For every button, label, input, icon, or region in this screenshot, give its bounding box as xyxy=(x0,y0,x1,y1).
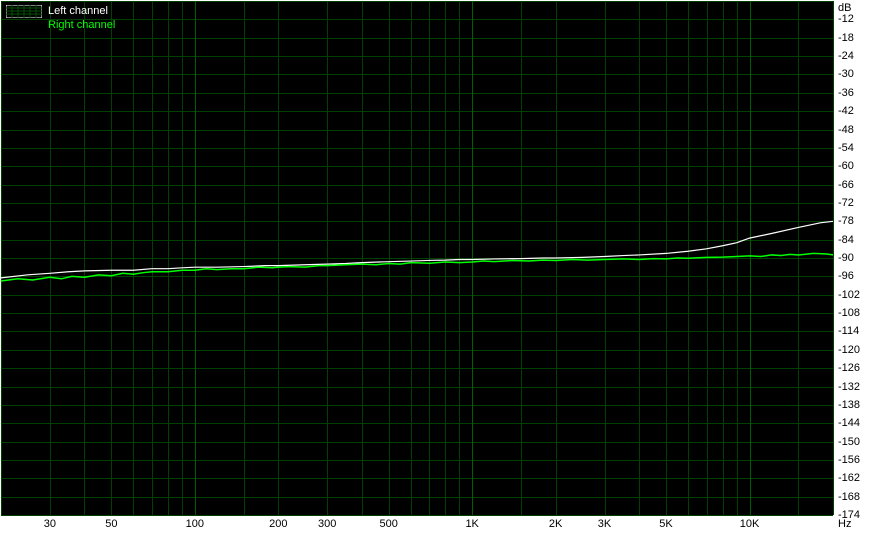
x-tick-label: 3K xyxy=(598,518,611,530)
frequency-response-chart: Left channel Right channel dB Hz -12-18-… xyxy=(0,0,877,538)
y-tick-label: -168 xyxy=(838,491,868,503)
y-tick-label: -24 xyxy=(838,50,868,62)
y-tick-label: -60 xyxy=(838,160,868,172)
y-tick-label: -90 xyxy=(838,252,868,264)
y-tick-label: -84 xyxy=(838,234,868,246)
x-tick-label: 2K xyxy=(549,518,562,530)
y-tick-label: -12 xyxy=(838,13,868,25)
legend: Left channel Right channel xyxy=(6,4,115,32)
y-tick-label: -42 xyxy=(838,105,868,117)
y-tick-label: -132 xyxy=(838,381,868,393)
y-tick-label: -96 xyxy=(838,270,868,282)
y-tick-label: -48 xyxy=(838,124,868,136)
legend-item-left: Left channel xyxy=(6,4,115,18)
series-line xyxy=(1,221,833,278)
chart-svg xyxy=(1,1,833,515)
legend-item-right: Right channel xyxy=(6,18,115,32)
x-tick-label: 30 xyxy=(44,518,56,530)
y-tick-label: -18 xyxy=(838,32,868,44)
series-line xyxy=(1,253,833,281)
y-tick-label: -120 xyxy=(838,344,868,356)
y-tick-label: -138 xyxy=(838,399,868,411)
legend-swatch-right xyxy=(6,19,42,32)
y-tick-label: -174 xyxy=(838,509,868,521)
y-tick-label: -156 xyxy=(838,454,868,466)
plot-area: Left channel Right channel xyxy=(1,1,833,515)
y-tick-label: -114 xyxy=(838,325,868,337)
y-tick-label: -108 xyxy=(838,307,868,319)
y-tick-label: -162 xyxy=(838,472,868,484)
y-tick-label: -30 xyxy=(838,68,868,80)
legend-label-right: Right channel xyxy=(48,19,115,31)
legend-swatch-left xyxy=(6,5,42,18)
y-tick-label: -144 xyxy=(838,417,868,429)
y-tick-label: -126 xyxy=(838,362,868,374)
x-tick-label: 10K xyxy=(740,518,760,530)
x-tick-label: 1K xyxy=(465,518,478,530)
y-tick-label: -102 xyxy=(838,289,868,301)
y-tick-label: -54 xyxy=(838,142,868,154)
x-tick-label: 200 xyxy=(269,518,287,530)
y-tick-label: -36 xyxy=(838,87,868,99)
x-tick-label: 300 xyxy=(318,518,336,530)
x-tick-label: 500 xyxy=(380,518,398,530)
y-tick-label: -78 xyxy=(838,215,868,227)
y-tick-label: -72 xyxy=(838,197,868,209)
y-tick-label: -150 xyxy=(838,436,868,448)
y-tick-label: -66 xyxy=(838,179,868,191)
x-tick-label: 100 xyxy=(186,518,204,530)
legend-label-left: Left channel xyxy=(48,5,108,17)
x-tick-label: 5K xyxy=(659,518,672,530)
y-axis-unit: dB xyxy=(838,2,851,14)
x-tick-label: 50 xyxy=(105,518,117,530)
